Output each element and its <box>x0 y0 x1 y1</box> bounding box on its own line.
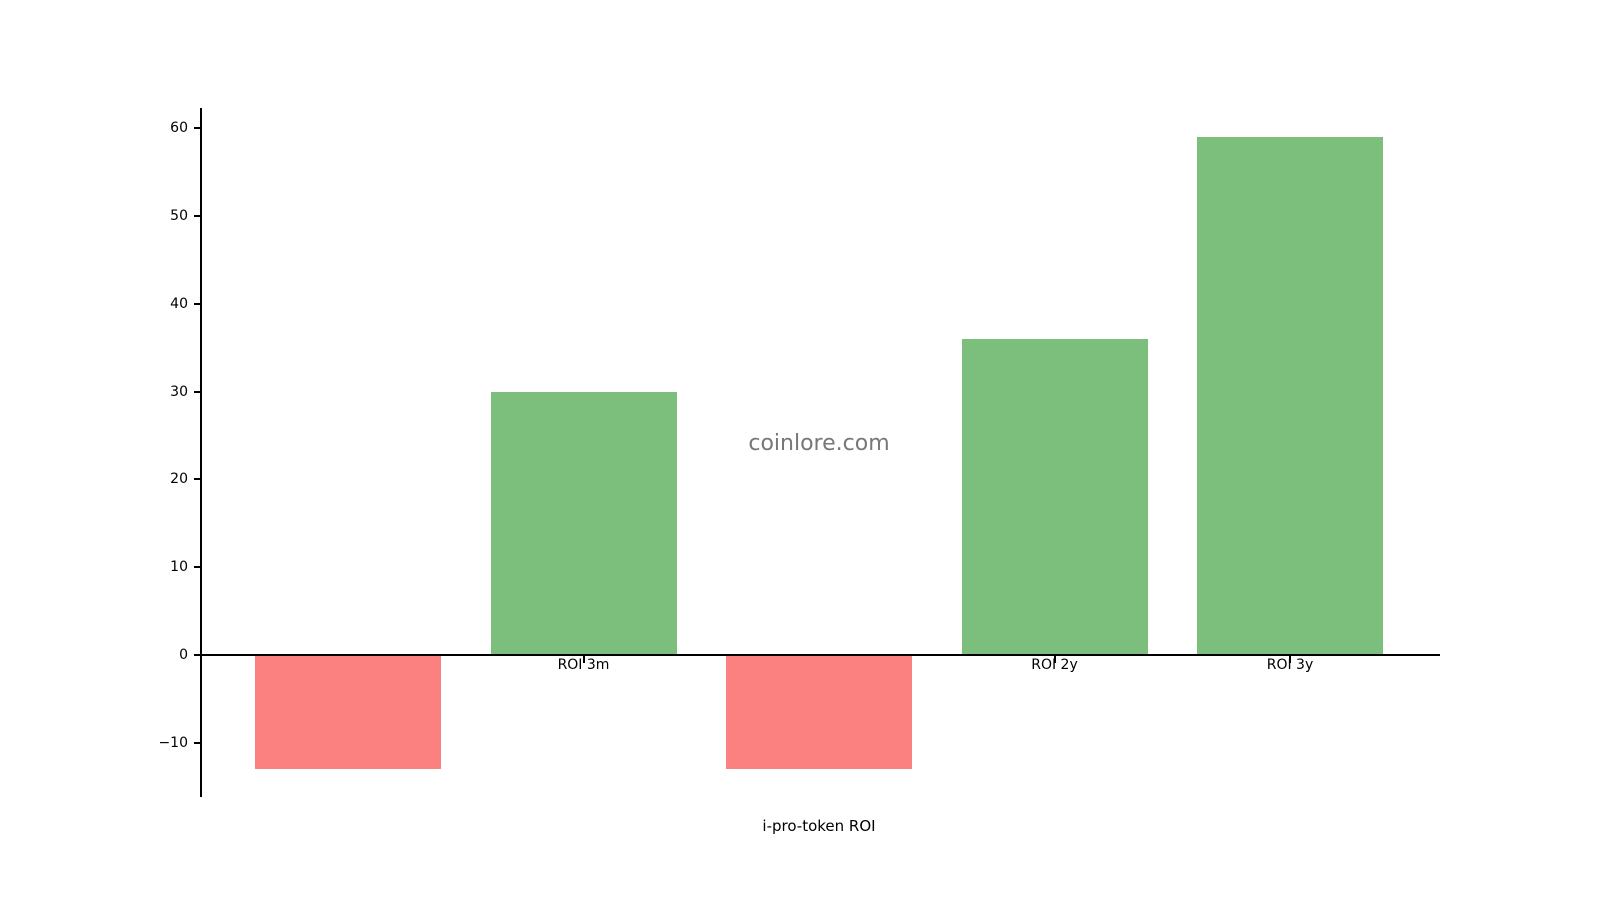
y-tick-label: 30 <box>170 383 188 400</box>
y-axis-line <box>200 108 202 797</box>
bar-negative-0 <box>255 655 441 770</box>
watermark: coinlore.com <box>748 431 890 456</box>
y-tick-label: −10 <box>158 734 188 751</box>
y-tick-label: 40 <box>170 295 188 312</box>
y-tick-label: 0 <box>179 647 188 663</box>
x-tick-mark <box>1289 655 1291 663</box>
x-axis-title: i-pro-token ROI <box>762 817 876 835</box>
bar-roi-3y <box>1197 136 1383 655</box>
bar-roi-3m <box>490 391 677 655</box>
x-tick-mark <box>582 655 585 663</box>
x-tick-label: ROI 3m <box>557 657 610 673</box>
y-tick-mark <box>194 302 200 305</box>
y-tick-label: 20 <box>170 471 188 488</box>
bar-negative-2 <box>726 655 912 770</box>
bar-roi-2y <box>961 338 1148 655</box>
x-tick-label: ROI 3y <box>1266 657 1314 673</box>
x-tick-mark <box>1053 655 1056 663</box>
y-tick-mark <box>194 741 200 744</box>
y-tick-mark <box>194 215 200 217</box>
x-tick-label: ROI 2y <box>1031 657 1078 673</box>
y-tick-mark <box>194 127 200 130</box>
x-axis-line <box>201 654 1440 656</box>
y-tick-mark <box>194 478 200 481</box>
y-tick-mark <box>194 654 200 656</box>
y-tick-mark <box>194 566 200 569</box>
y-tick-label: 50 <box>170 208 188 224</box>
y-tick-label: 10 <box>170 559 188 576</box>
y-tick-label: 60 <box>170 120 188 137</box>
y-tick-mark <box>194 390 200 393</box>
